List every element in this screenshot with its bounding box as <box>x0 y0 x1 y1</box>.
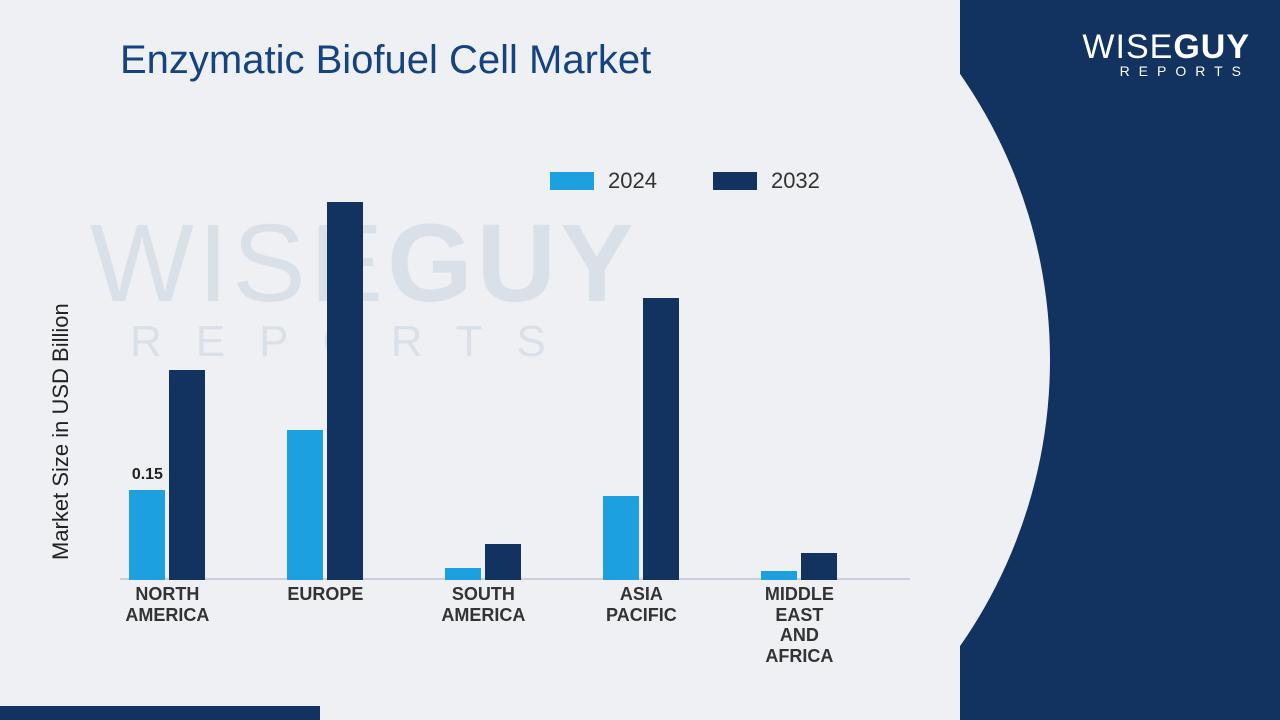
bar <box>287 430 323 580</box>
logo-wise: WISE <box>1082 28 1173 66</box>
x-axis-labels: NORTHAMERICAEUROPESOUTHAMERICAASIAPACIFI… <box>120 584 910 704</box>
plot-area: 0.15 <box>120 190 910 580</box>
bar-group: 0.15 <box>107 370 227 580</box>
bar-group <box>739 553 859 580</box>
x-tick-label: EUROPE <box>265 584 385 605</box>
bottom-accent <box>0 706 320 720</box>
bar <box>327 202 363 580</box>
x-tick-label: NORTHAMERICA <box>107 584 227 625</box>
legend-swatch-2032 <box>713 172 757 190</box>
x-tick-label: SOUTHAMERICA <box>423 584 543 625</box>
x-tick-label: MIDDLEEASTANDAFRICA <box>739 584 859 667</box>
bar <box>445 568 481 580</box>
bar <box>801 553 837 580</box>
bar <box>643 298 679 580</box>
bar-group <box>581 298 701 580</box>
bar-group <box>265 202 385 580</box>
x-tick-label: ASIAPACIFIC <box>581 584 701 625</box>
logo-guy: GUY <box>1173 28 1250 66</box>
legend-swatch-2024 <box>550 172 594 190</box>
bar <box>761 571 797 580</box>
bar <box>485 544 521 580</box>
y-axis-label: Market Size in USD Billion <box>48 303 74 560</box>
chart-title: Enzymatic Biofuel Cell Market <box>120 38 651 83</box>
bar: 0.15 <box>129 490 165 580</box>
bar <box>169 370 205 580</box>
chart-stage: WISEGUY REPORTS Enzymatic Biofuel Cell M… <box>0 0 1280 720</box>
bar <box>603 496 639 580</box>
bar-value-label: 0.15 <box>123 466 171 484</box>
bar-group <box>423 544 543 580</box>
brand-logo: WISEGUY REPORTS <box>1082 28 1250 79</box>
